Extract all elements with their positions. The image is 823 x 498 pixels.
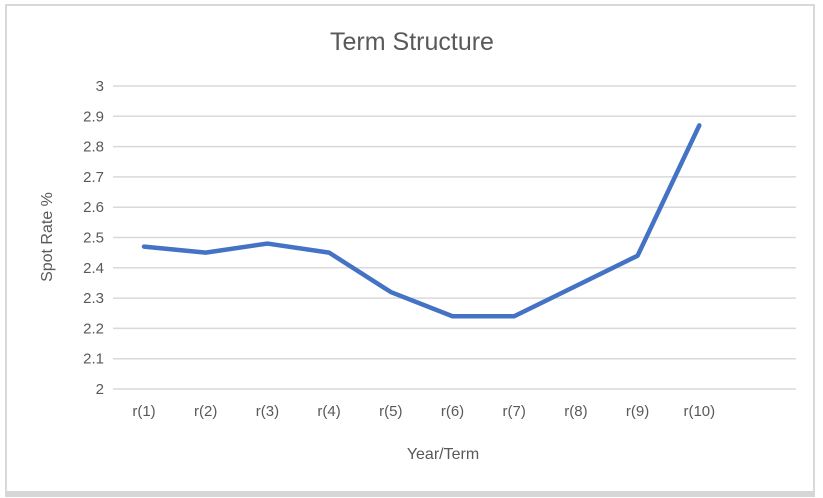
- x-tick-label: r(9): [626, 403, 649, 420]
- y-tick-label: 2.3: [83, 290, 104, 307]
- x-axis-title: Year/Term: [407, 446, 479, 463]
- x-tick-label: r(4): [317, 403, 340, 420]
- x-axis-tick-labels: r(1) r(2) r(3) r(4) r(5) r(6) r(7) r(8) r(9) r(10…: [132, 403, 715, 420]
- chart-title: Term Structure: [330, 28, 494, 56]
- x-tick-label: r(2): [194, 403, 217, 420]
- y-tick-label: 2.2: [83, 320, 104, 337]
- x-tick-label: r(8): [564, 403, 587, 420]
- y-axis-tick-labels: 3 2.9 2.8 2.7 2.6 2.5 2.4 2.3 2.2 2.1 2: [83, 78, 104, 398]
- spot-rate-line: [141, 123, 702, 319]
- x-tick-label: r(6): [441, 403, 464, 420]
- y-tick-label: 2.1: [83, 351, 104, 368]
- y-tick-label: 2: [96, 381, 104, 398]
- y-axis-title: Spot Rate %: [39, 192, 56, 282]
- x-tick-label: r(10): [683, 403, 715, 420]
- y-tick-label: 2.7: [83, 169, 104, 186]
- gridlines: [113, 85, 796, 390]
- y-tick-label: 3: [96, 78, 104, 95]
- y-tick-label: 2.5: [83, 230, 104, 247]
- y-tick-label: 2.9: [83, 108, 104, 125]
- x-tick-label: r(7): [503, 403, 526, 420]
- y-tick-label: 2.4: [83, 260, 104, 277]
- x-tick-label: r(1): [132, 403, 155, 420]
- y-tick-label: 2.8: [83, 139, 104, 156]
- x-tick-label: r(3): [256, 403, 279, 420]
- x-tick-label: r(5): [379, 403, 402, 420]
- y-tick-label: 2.6: [83, 199, 104, 216]
- line-series: [141, 123, 702, 319]
